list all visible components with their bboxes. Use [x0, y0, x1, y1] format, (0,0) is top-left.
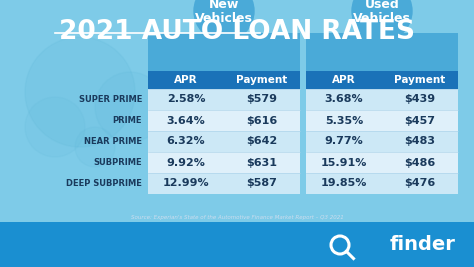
Text: Payment: Payment: [237, 75, 288, 85]
FancyBboxPatch shape: [0, 222, 474, 267]
FancyBboxPatch shape: [148, 71, 300, 89]
Text: SUPER PRIME: SUPER PRIME: [79, 95, 142, 104]
FancyBboxPatch shape: [306, 89, 458, 110]
Text: 9.92%: 9.92%: [166, 158, 205, 167]
FancyBboxPatch shape: [148, 173, 300, 194]
Text: PRIME: PRIME: [112, 116, 142, 125]
Text: $439: $439: [404, 95, 436, 104]
Circle shape: [25, 97, 85, 157]
Text: $483: $483: [404, 136, 436, 147]
Text: SUBPRIME: SUBPRIME: [93, 158, 142, 167]
Text: 9.77%: 9.77%: [325, 136, 364, 147]
Circle shape: [25, 37, 135, 147]
Circle shape: [352, 0, 412, 41]
Text: 15.91%: 15.91%: [321, 158, 367, 167]
Text: $579: $579: [246, 95, 277, 104]
Circle shape: [194, 0, 254, 41]
Text: $642: $642: [246, 136, 278, 147]
Text: 3.64%: 3.64%: [167, 116, 205, 125]
Text: 5.35%: 5.35%: [325, 116, 363, 125]
Text: $486: $486: [404, 158, 436, 167]
FancyBboxPatch shape: [306, 71, 458, 89]
Text: 2021 AUTO LOAN RATES: 2021 AUTO LOAN RATES: [59, 19, 415, 45]
Text: Source: Experian's State of the Automotive Finance Market Report – Q3 2021: Source: Experian's State of the Automoti…: [131, 214, 343, 219]
FancyBboxPatch shape: [306, 152, 458, 173]
FancyBboxPatch shape: [306, 173, 458, 194]
Circle shape: [95, 72, 165, 142]
FancyBboxPatch shape: [148, 152, 300, 173]
FancyBboxPatch shape: [148, 131, 300, 152]
Circle shape: [75, 127, 115, 167]
Text: 2.58%: 2.58%: [167, 95, 205, 104]
Text: 6.32%: 6.32%: [167, 136, 205, 147]
Text: finder: finder: [390, 235, 456, 254]
Text: $616: $616: [246, 116, 278, 125]
Text: $476: $476: [404, 179, 436, 189]
FancyBboxPatch shape: [148, 89, 300, 110]
Text: 19.85%: 19.85%: [321, 179, 367, 189]
Text: $587: $587: [246, 179, 277, 189]
Text: 12.99%: 12.99%: [163, 179, 210, 189]
Text: $631: $631: [246, 158, 277, 167]
Text: APR: APR: [332, 75, 356, 85]
Text: Vehicles: Vehicles: [195, 11, 253, 25]
FancyBboxPatch shape: [306, 33, 458, 71]
Text: DEEP SUBPRIME: DEEP SUBPRIME: [66, 179, 142, 188]
FancyBboxPatch shape: [306, 131, 458, 152]
Text: Payment: Payment: [394, 75, 446, 85]
Text: New: New: [209, 0, 239, 10]
FancyBboxPatch shape: [306, 110, 458, 131]
FancyBboxPatch shape: [148, 110, 300, 131]
Text: Vehicles: Vehicles: [353, 11, 411, 25]
Text: 3.68%: 3.68%: [325, 95, 363, 104]
Text: $457: $457: [404, 116, 436, 125]
Text: APR: APR: [174, 75, 198, 85]
FancyBboxPatch shape: [148, 33, 300, 71]
Text: NEAR PRIME: NEAR PRIME: [84, 137, 142, 146]
Text: Used: Used: [365, 0, 400, 10]
